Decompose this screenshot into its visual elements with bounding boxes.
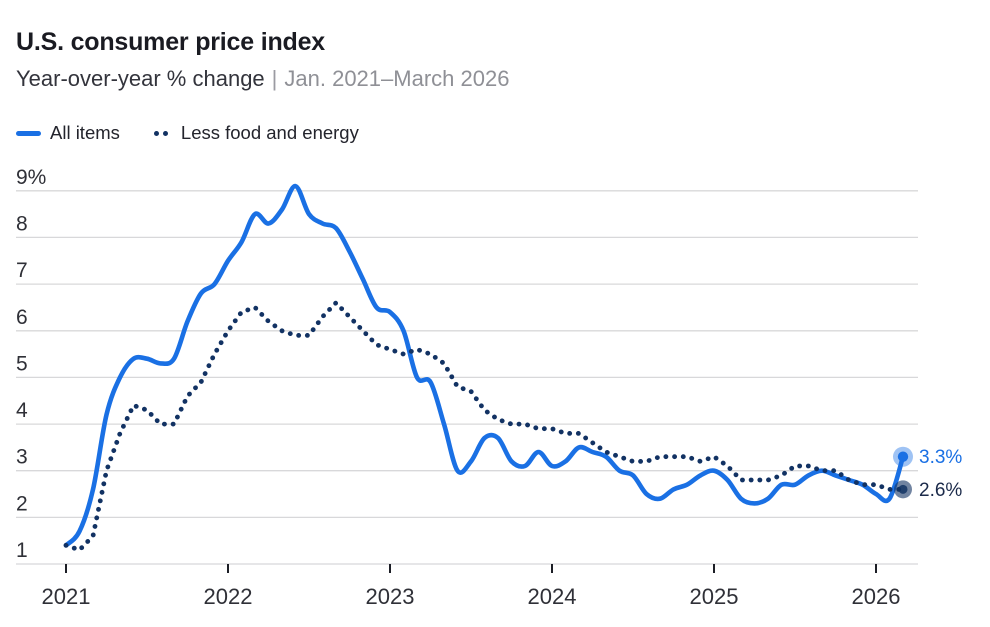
all-items-line [63, 183, 906, 548]
legend-label-all-items: All items [50, 122, 120, 143]
dotted-line-swatch [153, 130, 168, 136]
y-axis-label: 1 [16, 539, 28, 562]
x-axis-label: 2025 [690, 584, 739, 609]
less-food-energy-end-value-label: 2.6% [919, 480, 962, 501]
y-axis-label: 8 [16, 212, 28, 235]
all-items-end-value-label: 3.3% [919, 447, 962, 468]
y-axis-label: 4 [16, 399, 28, 422]
x-axis-label: 2024 [528, 584, 577, 609]
subtitle-measure: Year-over-year % change [16, 66, 265, 91]
x-axis-label: 2022 [204, 584, 253, 609]
chart-subtitle: Year-over-year % change | Jan. 2021–March … [16, 66, 509, 92]
page-title: U.S. consumer price index [16, 28, 325, 56]
all-items-line-swatch [16, 130, 41, 136]
legend-item-less-food-energy: Less food and energy [153, 122, 359, 144]
y-axis-label: 7 [16, 259, 28, 282]
legend-item-all-items: All items [16, 122, 120, 144]
y-axis-label: 5 [16, 352, 28, 375]
all-items-end-marker [897, 451, 909, 462]
x-axis-label: 2026 [852, 584, 901, 609]
x-axis-label: 2021 [42, 584, 91, 609]
y-axis-label: 9% [16, 166, 46, 189]
y-axis-label: 2 [16, 492, 28, 515]
y-axis-label: 3 [16, 446, 28, 469]
x-axis-label: 2023 [366, 584, 415, 609]
subtitle-date-range: Jan. 2021–March 2026 [284, 66, 510, 91]
subtitle-separator: | [271, 66, 278, 91]
chart-legend: All items Less food and energy [16, 122, 359, 144]
less-food-energy-dotted-line [63, 299, 906, 553]
legend-label-less-food-energy: Less food and energy [180, 122, 359, 143]
less-food-energy-end-marker-core [898, 484, 908, 494]
y-axis-label: 6 [16, 306, 28, 329]
